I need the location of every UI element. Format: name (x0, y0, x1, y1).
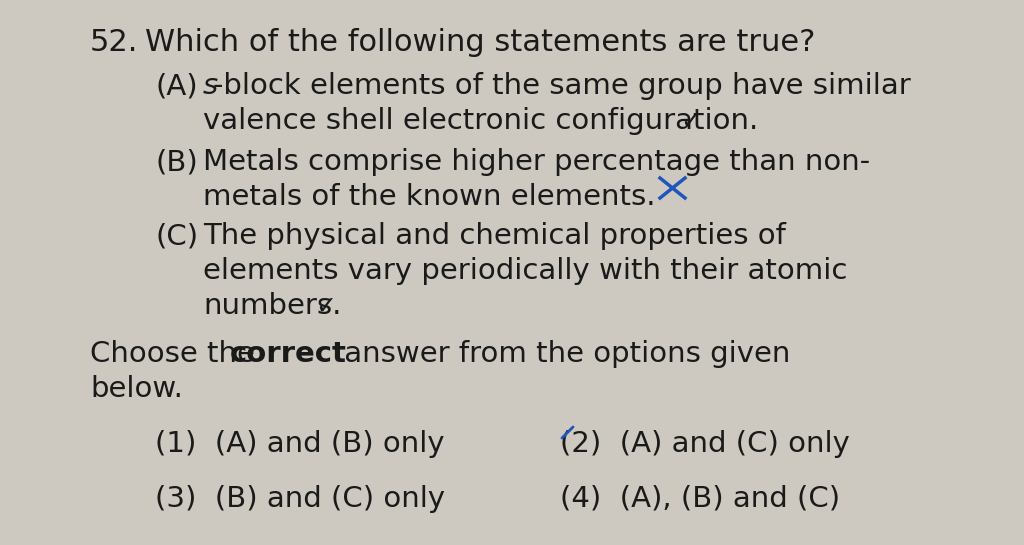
Text: (2)  (A) and (C) only: (2) (A) and (C) only (560, 430, 850, 458)
Text: ✓: ✓ (680, 110, 701, 134)
Text: Choose the: Choose the (90, 340, 264, 368)
Text: below.: below. (90, 375, 183, 403)
Text: ✓: ✓ (315, 295, 336, 319)
Text: The physical and chemical properties of: The physical and chemical properties of (203, 222, 785, 250)
Text: Which of the following statements are true?: Which of the following statements are tr… (145, 28, 815, 57)
Text: Metals comprise higher percentage than non-: Metals comprise higher percentage than n… (203, 148, 870, 176)
Text: -block elements of the same group have similar: -block elements of the same group have s… (213, 72, 910, 100)
Text: (C): (C) (155, 222, 198, 250)
Text: valence shell electronic configuration.: valence shell electronic configuration. (203, 107, 758, 135)
Text: metals of the known elements.: metals of the known elements. (203, 183, 655, 211)
Text: elements vary periodically with their atomic: elements vary periodically with their at… (203, 257, 848, 285)
Text: (A): (A) (155, 72, 198, 100)
Text: (4)  (A), (B) and (C): (4) (A), (B) and (C) (560, 485, 840, 513)
Text: (1)  (A) and (B) only: (1) (A) and (B) only (155, 430, 444, 458)
Text: (B): (B) (155, 148, 198, 176)
Text: numbers.: numbers. (203, 292, 341, 320)
Text: (3)  (B) and (C) only: (3) (B) and (C) only (155, 485, 445, 513)
Text: s: s (203, 72, 218, 100)
Text: 52.: 52. (90, 28, 138, 57)
Text: correct: correct (230, 340, 347, 368)
Text: answer from the options given: answer from the options given (335, 340, 791, 368)
